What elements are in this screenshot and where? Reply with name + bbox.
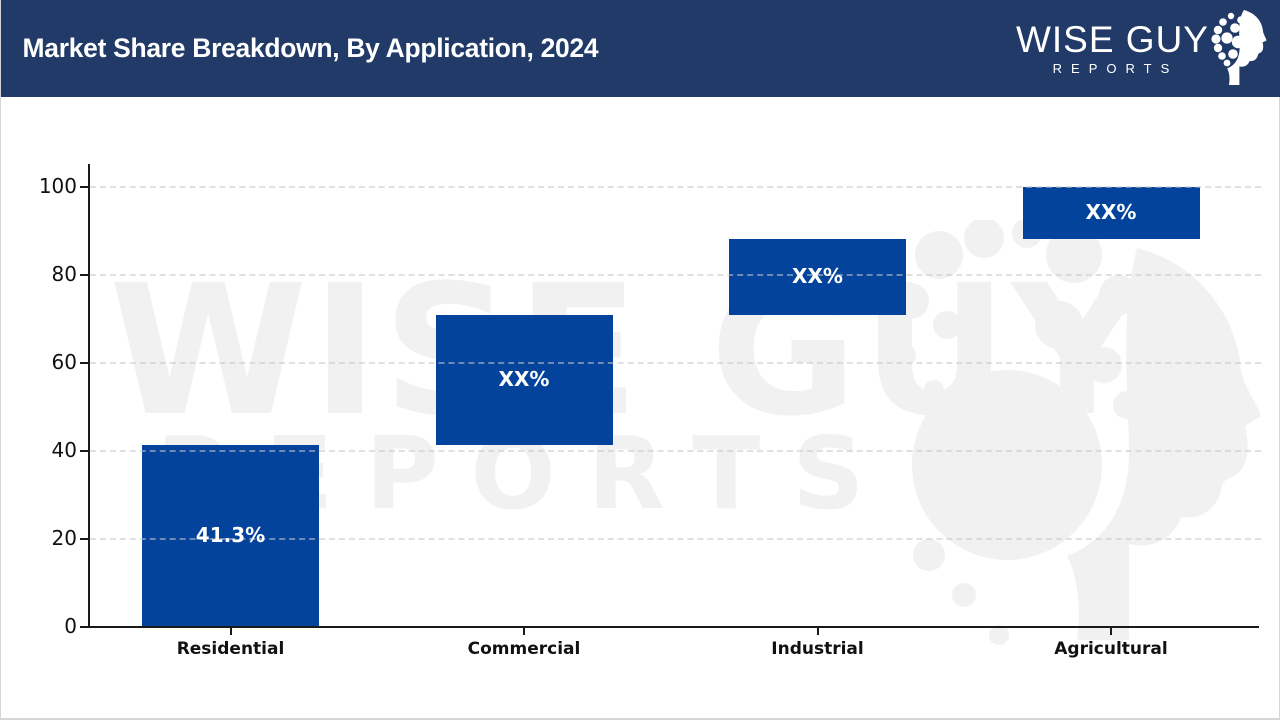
brand-logo-subtitle: REPORTS bbox=[1052, 61, 1179, 77]
gridline bbox=[90, 361, 1261, 364]
y-axis-tick-label: 60 bbox=[51, 349, 77, 374]
bar-value-label: 41.3% bbox=[195, 523, 266, 548]
y-axis-tick bbox=[80, 537, 88, 540]
bar-commercial bbox=[435, 314, 613, 446]
bar-value-label: XX% bbox=[792, 263, 843, 288]
x-axis-tick bbox=[1110, 628, 1112, 635]
y-axis-tick-label: 80 bbox=[51, 261, 77, 286]
brand-logo: WISE GUY REPORTS bbox=[1016, 8, 1267, 88]
y-axis-tick bbox=[80, 273, 88, 276]
brand-logo-wordmark: WISE GUY bbox=[1015, 18, 1209, 60]
gridline bbox=[90, 537, 1261, 540]
bar-value-label: XX% bbox=[498, 366, 550, 391]
brand-head-icon bbox=[1211, 10, 1267, 85]
x-axis-tick bbox=[229, 628, 232, 635]
y-axis-tick-label: 0 bbox=[64, 614, 77, 638]
x-axis-category-label: Residential bbox=[176, 639, 285, 659]
bar-agricultural bbox=[1022, 186, 1200, 239]
bar-industrial bbox=[729, 238, 906, 315]
y-axis-tick-label: 20 bbox=[51, 525, 77, 550]
y-axis-tick bbox=[80, 361, 88, 364]
y-axis-tick bbox=[80, 626, 88, 628]
chart-title: Market Share Breakdown, By Application, … bbox=[22, 33, 599, 63]
gridline bbox=[90, 273, 1261, 276]
x-axis-tick bbox=[816, 628, 819, 635]
y-axis-line bbox=[88, 164, 90, 628]
x-axis-category-label: Commercial bbox=[467, 639, 581, 659]
y-axis-tick-label: 100 bbox=[38, 173, 77, 198]
watermark-head-logo-icon bbox=[892, 220, 1261, 645]
gridline bbox=[90, 185, 1261, 188]
bar-value-label: XX% bbox=[1085, 199, 1137, 224]
x-axis-line bbox=[87, 626, 1259, 628]
gridline bbox=[90, 449, 1261, 452]
report-header: Market Share Breakdown, By Application, … bbox=[1, 0, 1280, 97]
x-axis-tick bbox=[523, 628, 525, 635]
bar-residential bbox=[142, 445, 319, 627]
y-axis-tick-label: 40 bbox=[51, 437, 77, 462]
y-axis-tick bbox=[80, 185, 88, 188]
y-axis-tick bbox=[80, 449, 88, 452]
x-axis-category-label: Industrial bbox=[771, 639, 864, 659]
x-axis-category-label: Agricultural bbox=[1054, 639, 1168, 659]
